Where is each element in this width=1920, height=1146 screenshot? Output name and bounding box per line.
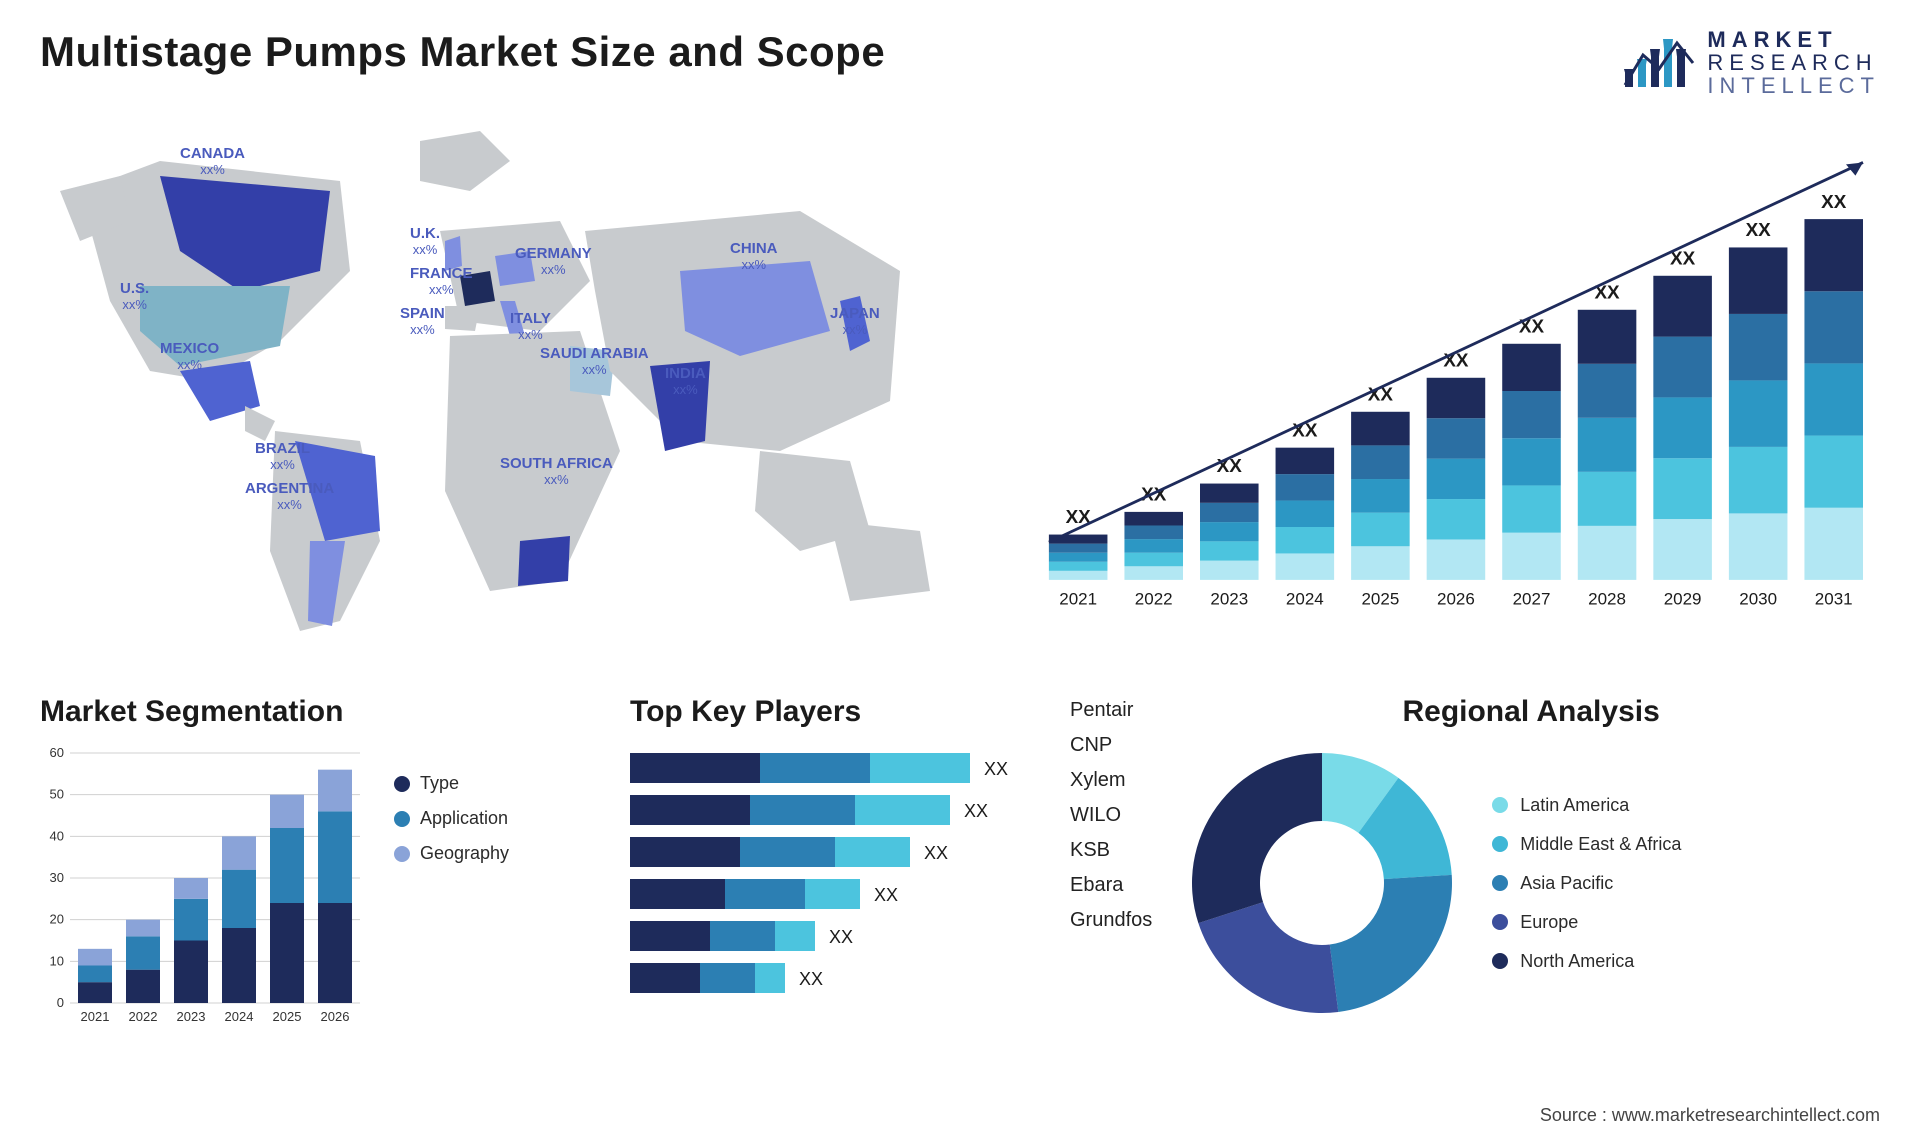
growth-chart: XX2021XX2022XX2023XX2024XX2025XX2026XX20… — [1030, 121, 1880, 661]
reg-legend-latin-america: Latin America — [1492, 795, 1681, 816]
svg-text:2026: 2026 — [1437, 590, 1475, 609]
seg-legend-type: Type — [394, 773, 509, 794]
svg-text:XX: XX — [874, 885, 898, 905]
players-chart: XX XX XX XX XX XX — [630, 743, 1070, 1023]
svg-text:2025: 2025 — [1361, 590, 1399, 609]
svg-text:2023: 2023 — [177, 1009, 206, 1024]
reg-legend-europe: Europe — [1492, 912, 1681, 933]
svg-text:XX: XX — [924, 843, 948, 863]
seg-legend-geography: Geography — [394, 843, 509, 864]
svg-text:XX: XX — [984, 759, 1008, 779]
map-label-u.k.: U.K.xx% — [410, 226, 440, 257]
world-map-svg — [40, 121, 990, 661]
regional-title: Regional Analysis — [1182, 695, 1880, 729]
svg-text:2030: 2030 — [1739, 590, 1777, 609]
player-ebara: Ebara — [1070, 874, 1152, 897]
svg-text:40: 40 — [50, 829, 64, 844]
svg-text:60: 60 — [50, 745, 64, 760]
svg-text:30: 30 — [50, 870, 64, 885]
map-label-canada: CANADAxx% — [180, 146, 245, 177]
player-pentair: Pentair — [1070, 699, 1152, 722]
logo-line2: RESEARCH — [1707, 51, 1880, 74]
page-title: Multistage Pumps Market Size and Scope — [40, 28, 885, 76]
svg-text:XX: XX — [1821, 192, 1847, 213]
svg-text:2029: 2029 — [1664, 590, 1702, 609]
svg-text:2021: 2021 — [81, 1009, 110, 1024]
player-grundfos: Grundfos — [1070, 909, 1152, 932]
svg-text:20: 20 — [50, 912, 64, 927]
source-text: Source : www.marketresearchintellect.com — [1540, 1105, 1880, 1126]
map-label-india: INDIAxx% — [665, 366, 706, 397]
map-label-china: CHINAxx% — [730, 241, 778, 272]
map-label-south-africa: SOUTH AFRICAxx% — [500, 456, 613, 487]
svg-text:2028: 2028 — [1588, 590, 1626, 609]
reg-legend-north-america: North America — [1492, 951, 1681, 972]
map-label-japan: JAPANxx% — [830, 306, 880, 337]
svg-text:XX: XX — [799, 969, 823, 989]
regional-legend: Latin America Middle East & Africa Asia Pa… — [1492, 795, 1681, 972]
logo-line1: MARKET — [1707, 28, 1880, 51]
brand-logo: MARKET RESEARCH INTELLECT — [1623, 28, 1880, 97]
reg-legend-asia-pacific: Asia Pacific — [1492, 873, 1681, 894]
map-label-u.s.: U.S.xx% — [120, 281, 149, 312]
svg-text:XX: XX — [964, 801, 988, 821]
svg-text:2031: 2031 — [1815, 590, 1853, 609]
svg-text:2027: 2027 — [1513, 590, 1551, 609]
regional-donut — [1182, 743, 1462, 1023]
logo-line3: INTELLECT — [1707, 74, 1880, 97]
svg-text:10: 10 — [50, 954, 64, 969]
map-label-saudi-arabia: SAUDI ARABIAxx% — [540, 346, 649, 377]
player-ksb: KSB — [1070, 839, 1152, 862]
map-label-mexico: MEXICOxx% — [160, 341, 219, 372]
svg-text:2023: 2023 — [1210, 590, 1248, 609]
svg-text:50: 50 — [50, 787, 64, 802]
map-label-italy: ITALYxx% — [510, 311, 551, 342]
map-label-argentina: ARGENTINAxx% — [245, 481, 334, 512]
player-cnp: CNP — [1070, 734, 1152, 757]
segmentation-legend: Type Application Geography — [394, 773, 509, 864]
seg-legend-application: Application — [394, 808, 509, 829]
svg-text:2024: 2024 — [1286, 590, 1324, 609]
svg-text:2022: 2022 — [1135, 590, 1173, 609]
svg-text:2022: 2022 — [129, 1009, 158, 1024]
svg-text:0: 0 — [57, 995, 64, 1010]
svg-text:2021: 2021 — [1059, 590, 1097, 609]
map-label-brazil: BRAZILxx% — [255, 441, 310, 472]
player-wilo: WILO — [1070, 804, 1152, 827]
svg-text:2026: 2026 — [321, 1009, 350, 1024]
world-map: CANADAxx% U.S.xx% MEXICOxx% BRAZILxx% ARGENT… — [40, 121, 990, 661]
players-list: Pentair CNP Xylem WILO KSB Ebara Grundfos — [1070, 699, 1152, 932]
segmentation-chart: 0 10 20 30 40 50 60 2021 2022 2023 2024 2025 2026 — [40, 743, 370, 1043]
reg-legend-middle-east-africa: Middle East & Africa — [1492, 834, 1681, 855]
player-xylem: Xylem — [1070, 769, 1152, 792]
svg-text:XX: XX — [1746, 220, 1772, 241]
map-label-spain: SPAINxx% — [400, 306, 445, 337]
svg-text:XX: XX — [829, 927, 853, 947]
svg-text:2025: 2025 — [273, 1009, 302, 1024]
segmentation-title: Market Segmentation — [40, 695, 600, 729]
map-label-france: FRANCExx% — [410, 266, 473, 297]
map-label-germany: GERMANYxx% — [515, 246, 592, 277]
svg-text:2024: 2024 — [225, 1009, 254, 1024]
logo-mark-icon — [1623, 35, 1695, 91]
